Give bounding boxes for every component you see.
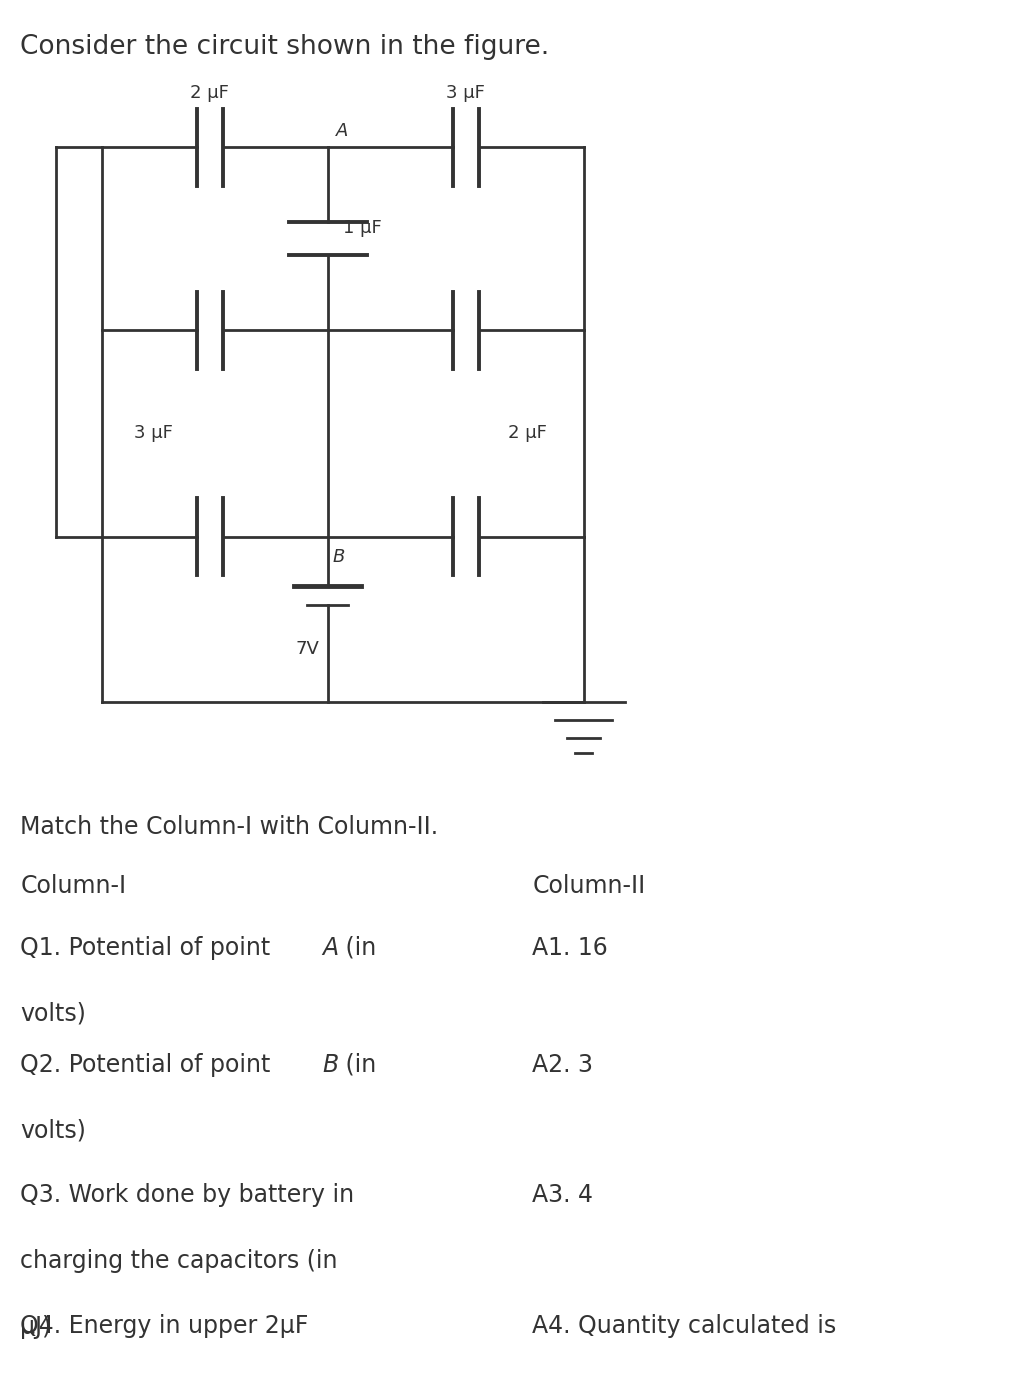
Text: μJ): μJ) — [20, 1315, 52, 1339]
Text: 7V: 7V — [295, 640, 319, 658]
Text: 3 μF: 3 μF — [446, 84, 485, 102]
Text: (in: (in — [338, 1053, 376, 1076]
Text: Match the Column-I with Column-II.: Match the Column-I with Column-II. — [20, 815, 438, 838]
Text: (in: (in — [338, 936, 376, 959]
Text: A1. 16: A1. 16 — [532, 936, 608, 959]
Text: B: B — [323, 1053, 339, 1076]
Text: A: A — [336, 122, 348, 140]
Text: Column-II: Column-II — [532, 874, 646, 897]
Text: Q4. Energy in upper 2μF: Q4. Energy in upper 2μF — [20, 1314, 309, 1337]
Text: 3 μF: 3 μF — [134, 424, 173, 443]
Text: volts): volts) — [20, 1002, 86, 1025]
Text: Column-I: Column-I — [20, 874, 127, 897]
Text: A3. 4: A3. 4 — [532, 1183, 594, 1207]
Text: volts): volts) — [20, 1119, 86, 1142]
Text: 1 μF: 1 μF — [343, 219, 382, 237]
Text: charging the capacitors (in: charging the capacitors (in — [20, 1249, 338, 1273]
Text: A4. Quantity calculated is: A4. Quantity calculated is — [532, 1314, 837, 1337]
Text: Q2. Potential of point: Q2. Potential of point — [20, 1053, 279, 1076]
Text: Q1. Potential of point: Q1. Potential of point — [20, 936, 279, 959]
Text: A: A — [323, 936, 339, 959]
Text: B: B — [333, 548, 345, 566]
Text: A2. 3: A2. 3 — [532, 1053, 594, 1076]
Text: 2 μF: 2 μF — [190, 84, 229, 102]
Text: Consider the circuit shown in the figure.: Consider the circuit shown in the figure… — [20, 34, 550, 61]
Text: Q3. Work done by battery in: Q3. Work done by battery in — [20, 1183, 354, 1207]
Text: 2 μF: 2 μF — [508, 424, 547, 443]
